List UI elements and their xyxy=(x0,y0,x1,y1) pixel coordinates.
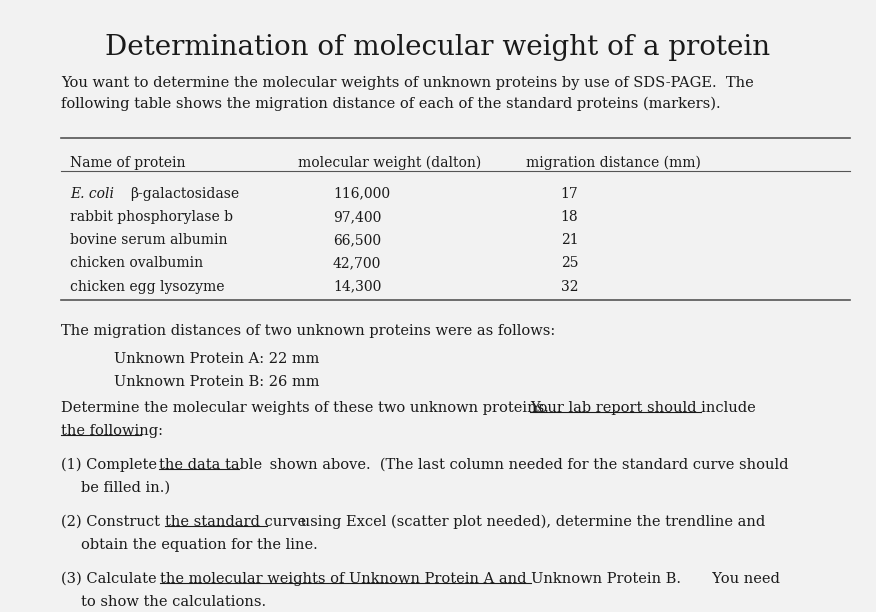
Text: 18: 18 xyxy=(561,210,578,224)
Text: E. coli: E. coli xyxy=(70,187,118,201)
Text: the molecular weights of Unknown Protein A and Unknown Protein B.: the molecular weights of Unknown Protein… xyxy=(160,572,682,586)
Text: (3) Calculate: (3) Calculate xyxy=(61,572,161,586)
Text: 14,300: 14,300 xyxy=(333,280,381,294)
Text: You need: You need xyxy=(703,572,781,586)
Text: bovine serum albumin: bovine serum albumin xyxy=(70,233,228,247)
Text: You want to determine the molecular weights of unknown proteins by use of SDS-PA: You want to determine the molecular weig… xyxy=(61,76,754,111)
Text: the standard curve: the standard curve xyxy=(165,515,306,529)
Text: (2) Construct: (2) Construct xyxy=(61,515,165,529)
Text: Determine the molecular weights of these two unknown proteins.: Determine the molecular weights of these… xyxy=(61,401,558,415)
Text: obtain the equation for the line.: obtain the equation for the line. xyxy=(81,538,317,552)
Text: 17: 17 xyxy=(561,187,578,201)
Text: the data table: the data table xyxy=(159,458,263,472)
Text: 116,000: 116,000 xyxy=(333,187,390,201)
Text: 42,700: 42,700 xyxy=(333,256,381,271)
Text: Unknown Protein B: 26 mm: Unknown Protein B: 26 mm xyxy=(114,375,320,389)
Text: Name of protein: Name of protein xyxy=(70,156,186,170)
Text: β-galactosidase: β-galactosidase xyxy=(130,187,239,201)
Text: Unknown Protein A: 22 mm: Unknown Protein A: 22 mm xyxy=(114,352,319,366)
Text: (1) Complete: (1) Complete xyxy=(61,458,162,472)
Text: rabbit phosphorylase b: rabbit phosphorylase b xyxy=(70,210,233,224)
Text: the following:: the following: xyxy=(61,424,163,438)
Text: 66,500: 66,500 xyxy=(333,233,381,247)
Text: using Excel (scatter plot needed), determine the trendline and: using Excel (scatter plot needed), deter… xyxy=(296,515,766,529)
Text: chicken egg lysozyme: chicken egg lysozyme xyxy=(70,280,224,294)
Text: chicken ovalbumin: chicken ovalbumin xyxy=(70,256,203,271)
Text: Determination of molecular weight of a protein: Determination of molecular weight of a p… xyxy=(105,34,771,61)
Text: be filled in.): be filled in.) xyxy=(81,481,170,495)
Text: molecular weight (dalton): molecular weight (dalton) xyxy=(298,156,481,171)
Text: 97,400: 97,400 xyxy=(333,210,381,224)
Text: 21: 21 xyxy=(561,233,578,247)
Text: The migration distances of two unknown proteins were as follows:: The migration distances of two unknown p… xyxy=(61,324,555,338)
Text: shown above.  (The last column needed for the standard curve should: shown above. (The last column needed for… xyxy=(265,458,788,472)
Text: 25: 25 xyxy=(561,256,578,271)
Text: to show the calculations.: to show the calculations. xyxy=(81,595,265,609)
Text: Your lab report should include: Your lab report should include xyxy=(530,401,756,415)
Text: migration distance (mm): migration distance (mm) xyxy=(526,156,701,171)
Text: 32: 32 xyxy=(561,280,578,294)
